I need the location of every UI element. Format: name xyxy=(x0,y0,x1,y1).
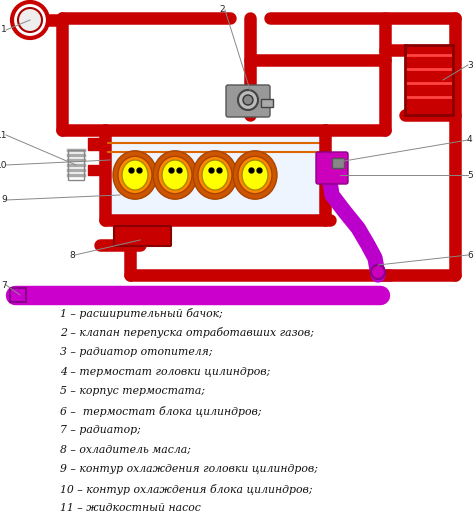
Text: 8 – охладитель масла;: 8 – охладитель масла; xyxy=(60,445,191,454)
FancyBboxPatch shape xyxy=(316,152,348,184)
FancyBboxPatch shape xyxy=(226,85,270,117)
Ellipse shape xyxy=(113,151,157,199)
Bar xyxy=(405,45,453,115)
Text: 5 – корпус термостата;: 5 – корпус термостата; xyxy=(60,386,205,396)
Text: 7: 7 xyxy=(1,280,7,290)
Ellipse shape xyxy=(233,151,277,199)
Circle shape xyxy=(243,95,253,105)
Text: 11: 11 xyxy=(0,131,7,140)
Bar xyxy=(10,288,26,302)
Text: 3: 3 xyxy=(467,61,473,70)
Bar xyxy=(68,150,84,180)
Text: 8: 8 xyxy=(69,251,75,259)
Ellipse shape xyxy=(238,156,272,194)
Text: 10: 10 xyxy=(0,161,7,169)
Text: 2 – клапан перепуска отработавших газов;: 2 – клапан перепуска отработавших газов; xyxy=(60,327,314,338)
Circle shape xyxy=(238,90,258,110)
Text: 4 – термостат головки цилиндров;: 4 – термостат головки цилиндров; xyxy=(60,367,270,377)
Bar xyxy=(108,135,323,218)
Bar xyxy=(332,158,344,168)
Ellipse shape xyxy=(202,160,228,190)
Text: 11 – жидкостный насос: 11 – жидкостный насос xyxy=(60,503,201,513)
Ellipse shape xyxy=(158,156,192,194)
Text: 5: 5 xyxy=(467,170,473,179)
Circle shape xyxy=(18,8,42,32)
Ellipse shape xyxy=(198,156,232,194)
Ellipse shape xyxy=(162,160,188,190)
Bar xyxy=(88,138,106,150)
Text: 4: 4 xyxy=(467,135,473,144)
Text: 2: 2 xyxy=(219,6,225,15)
Text: 3 – радиатор отопителя;: 3 – радиатор отопителя; xyxy=(60,347,212,357)
FancyBboxPatch shape xyxy=(114,226,171,246)
Ellipse shape xyxy=(242,160,268,190)
Bar xyxy=(405,45,453,115)
Text: 1 – расширительный бачок;: 1 – расширительный бачок; xyxy=(60,308,223,319)
Text: 1: 1 xyxy=(1,26,7,35)
Circle shape xyxy=(12,2,48,38)
Text: 6 –  термостат блока цилиндров;: 6 – термостат блока цилиндров; xyxy=(60,405,262,417)
Text: 9 – контур охлаждения головки цилиндров;: 9 – контур охлаждения головки цилиндров; xyxy=(60,464,318,474)
Ellipse shape xyxy=(118,156,152,194)
Text: 7 – радиатор;: 7 – радиатор; xyxy=(60,425,141,435)
Ellipse shape xyxy=(193,151,237,199)
Bar xyxy=(261,99,273,107)
Text: 9: 9 xyxy=(1,196,7,204)
Ellipse shape xyxy=(153,151,197,199)
Text: 10 – контур охлаждения блока цилиндров;: 10 – контур охлаждения блока цилиндров; xyxy=(60,483,312,495)
Circle shape xyxy=(371,265,385,279)
Text: 6: 6 xyxy=(467,251,473,259)
Ellipse shape xyxy=(122,160,148,190)
Bar xyxy=(88,165,106,175)
